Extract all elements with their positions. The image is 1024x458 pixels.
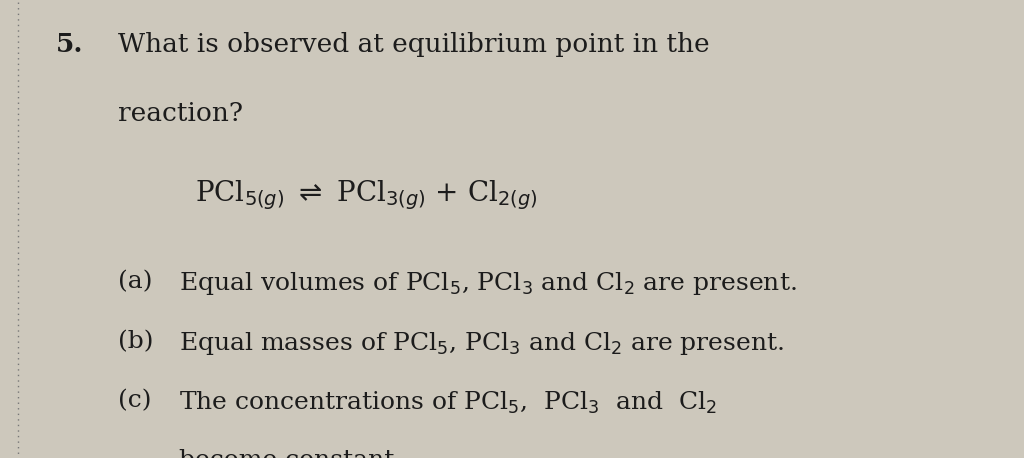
Text: Equal masses of PCl$_5$, PCl$_3$ and Cl$_2$ are present.: Equal masses of PCl$_5$, PCl$_3$ and Cl$…	[179, 330, 784, 357]
Text: 5.: 5.	[56, 32, 84, 57]
Text: What is observed at equilibrium point in the: What is observed at equilibrium point in…	[118, 32, 710, 57]
Text: PCl$_{5(g)}$ $\rightleftharpoons$ PCl$_{3(g)}$ + Cl$_{2(g)}$: PCl$_{5(g)}$ $\rightleftharpoons$ PCl$_{…	[195, 179, 538, 212]
Text: (a): (a)	[118, 270, 153, 293]
Text: (b): (b)	[118, 330, 154, 353]
Text: (c): (c)	[118, 389, 152, 412]
Text: become constant.: become constant.	[179, 449, 402, 458]
Text: reaction?: reaction?	[118, 101, 243, 126]
Text: Equal volumes of PCl$_5$, PCl$_3$ and Cl$_2$ are present.: Equal volumes of PCl$_5$, PCl$_3$ and Cl…	[179, 270, 797, 297]
Text: The concentrations of PCl$_5$,  PCl$_3$  and  Cl$_2$: The concentrations of PCl$_5$, PCl$_3$ a…	[179, 389, 718, 415]
